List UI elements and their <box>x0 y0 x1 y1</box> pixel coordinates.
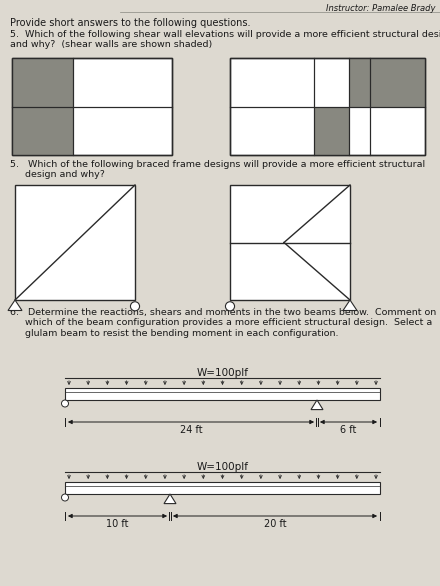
Text: 5.  Which of the following shear wall elevations will provide a more efficient s: 5. Which of the following shear wall ele… <box>10 30 440 49</box>
Bar <box>230 185 350 300</box>
Polygon shape <box>8 300 22 311</box>
Circle shape <box>130 302 139 311</box>
Polygon shape <box>343 300 357 311</box>
Bar <box>15 185 135 300</box>
Polygon shape <box>311 400 323 410</box>
Bar <box>65 388 380 400</box>
Text: 10 ft: 10 ft <box>106 519 129 529</box>
Bar <box>12 58 172 155</box>
Bar <box>230 58 425 155</box>
Polygon shape <box>164 494 176 503</box>
Text: 20 ft: 20 ft <box>264 519 286 529</box>
Text: 24 ft: 24 ft <box>180 425 202 435</box>
Bar <box>314 107 349 155</box>
Bar <box>230 58 425 155</box>
Text: W=100plf: W=100plf <box>197 462 249 472</box>
Bar <box>12 107 73 155</box>
Text: Provide short answers to the following questions.: Provide short answers to the following q… <box>10 18 250 28</box>
Text: Instructor: Pamalee Brady: Instructor: Pamalee Brady <box>326 4 435 13</box>
Text: 5.   Which of the following braced frame designs will provide a more efficient s: 5. Which of the following braced frame d… <box>10 160 425 179</box>
Circle shape <box>225 302 235 311</box>
Bar <box>12 58 73 107</box>
Text: W=100plf: W=100plf <box>197 368 249 378</box>
Bar <box>65 482 380 494</box>
Circle shape <box>62 494 69 501</box>
Text: 6 ft: 6 ft <box>340 425 357 435</box>
Text: 6.   Determine the reactions, shears and moments in the two beams below.  Commen: 6. Determine the reactions, shears and m… <box>10 308 436 338</box>
Bar <box>349 58 425 107</box>
Circle shape <box>62 400 69 407</box>
Bar <box>12 58 172 155</box>
